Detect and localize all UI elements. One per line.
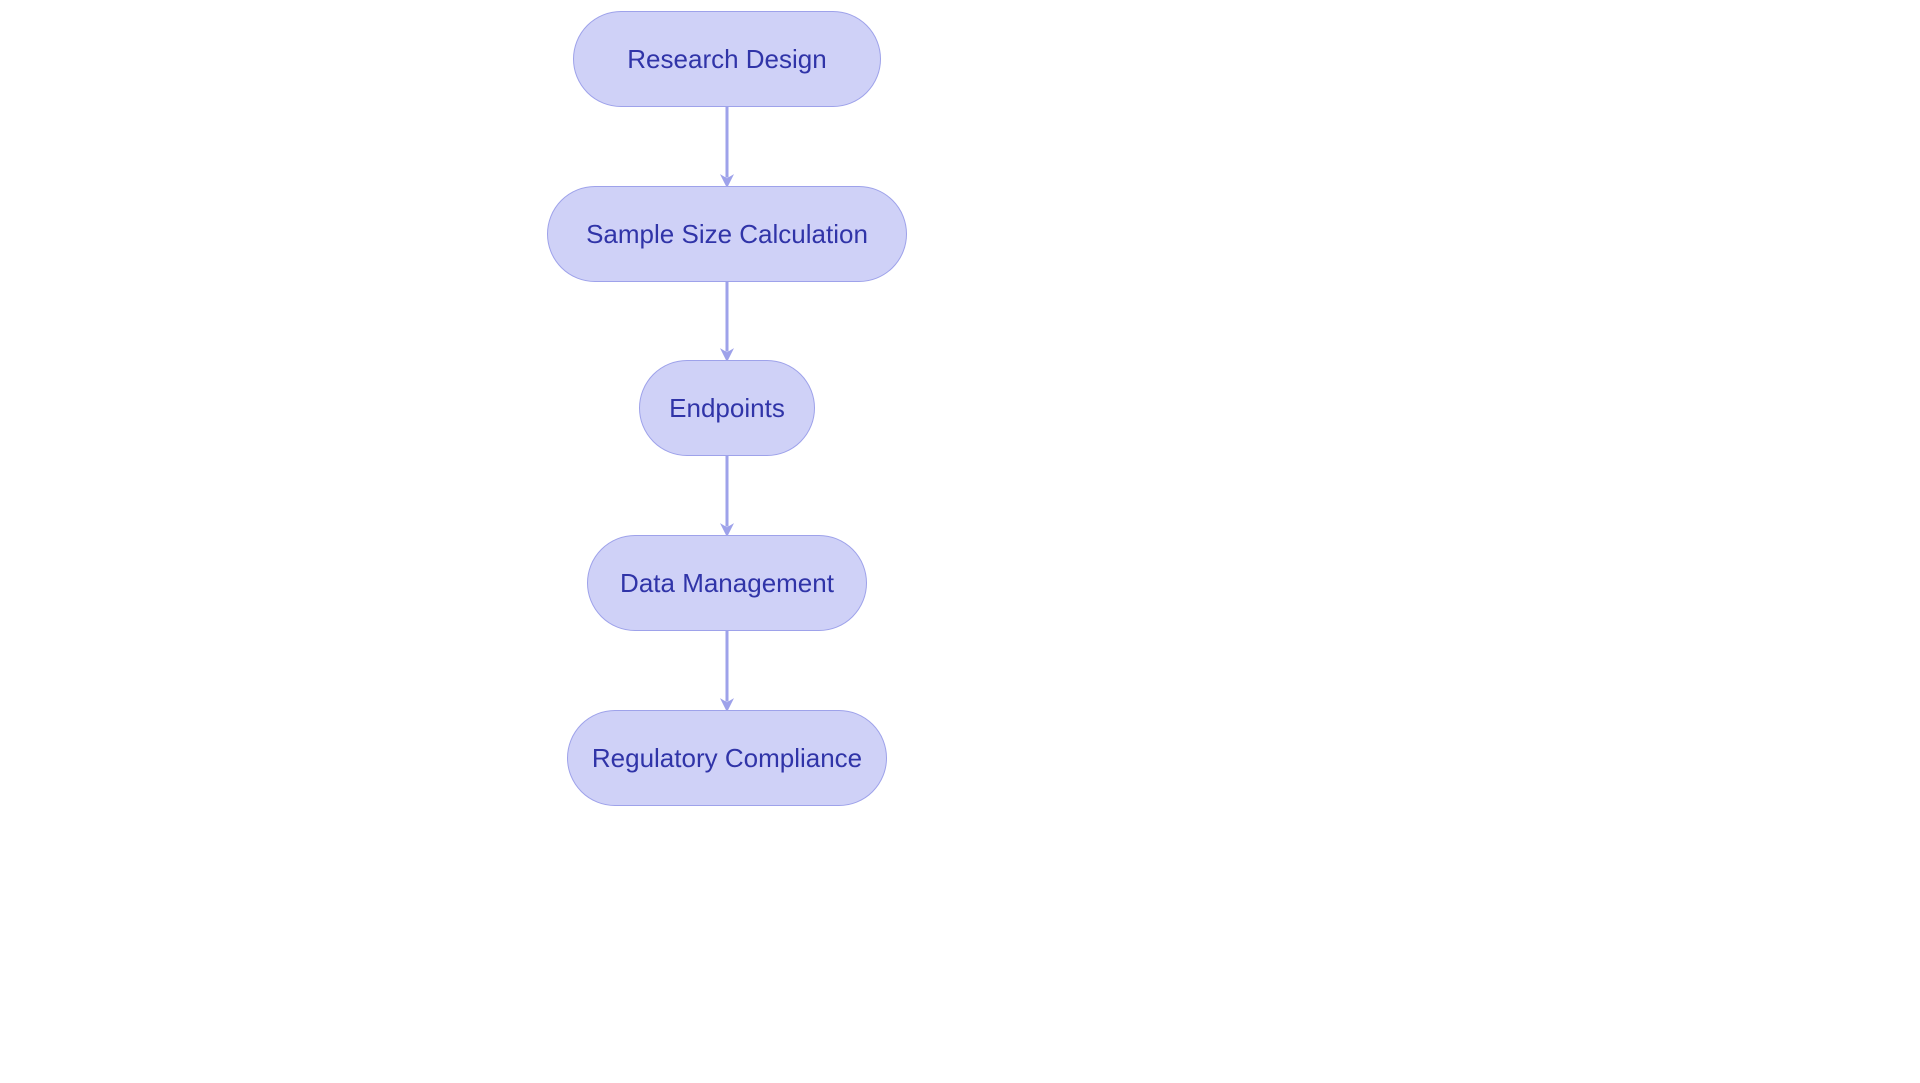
flowchart-node-label: Data Management — [620, 568, 834, 599]
flowchart-edges — [0, 0, 1920, 1083]
flowchart-node-n1: Research Design — [573, 11, 881, 107]
flowchart-node-label: Endpoints — [669, 393, 785, 424]
flowchart-node-label: Regulatory Compliance — [592, 743, 862, 774]
flowchart-node-n3: Endpoints — [639, 360, 815, 456]
flowchart-node-n5: Regulatory Compliance — [567, 710, 887, 806]
flowchart-node-label: Research Design — [627, 44, 826, 75]
flowchart-canvas: Research Design Sample Size Calculation En… — [0, 0, 1920, 1083]
flowchart-node-n2: Sample Size Calculation — [547, 186, 907, 282]
flowchart-node-n4: Data Management — [587, 535, 867, 631]
flowchart-node-label: Sample Size Calculation — [586, 219, 868, 250]
